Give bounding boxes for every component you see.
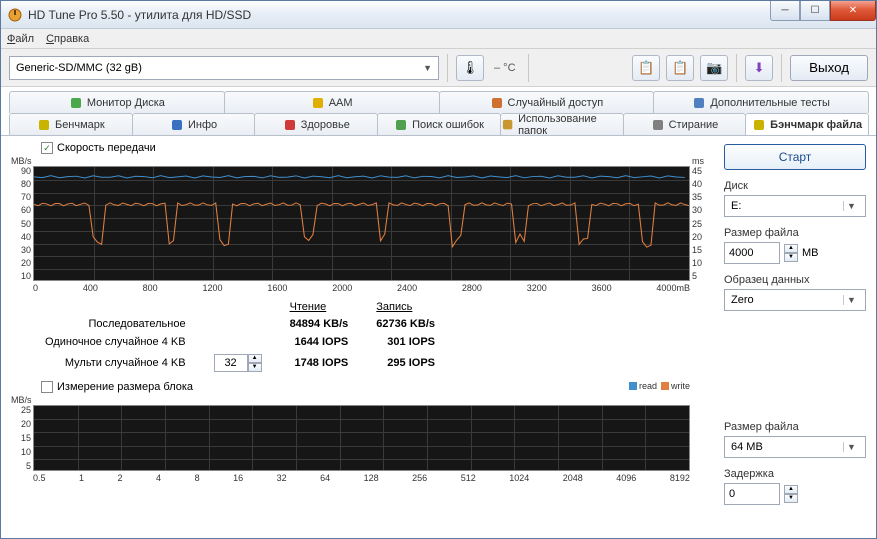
tab-дополнительные-тесты[interactable]: Дополнительные тесты	[653, 91, 869, 113]
tab-использование-папок[interactable]: Использование папок	[500, 113, 624, 135]
titlebar: HD Tune Pro 5.50 - утилита для HD/SSD ─ …	[1, 1, 876, 29]
temperature-label: – °C	[494, 62, 516, 74]
filesize-unit: MB	[802, 247, 819, 259]
camera-icon: 📷	[706, 60, 722, 76]
table-row: Одиночное случайное 4 KB1644 IOPS301 IOP…	[31, 333, 449, 351]
delay-label: Задержка	[724, 468, 866, 480]
app-icon	[7, 7, 23, 23]
copy2-button[interactable]: 📋	[666, 55, 694, 81]
right-panel: Старт Диск E: ▼ Размер файла ▲▼ MB Образ…	[724, 142, 866, 532]
tab-здоровье[interactable]: Здоровье	[254, 113, 378, 135]
copy-icon: 📋	[638, 60, 654, 76]
window-title: HD Tune Pro 5.50 - утилита для HD/SSD	[28, 8, 251, 22]
tab-icon	[37, 118, 51, 132]
filesize2-select[interactable]: 64 MB ▼	[724, 436, 866, 458]
spin-down[interactable]: ▼	[784, 494, 798, 503]
chart2-legend: readwrite	[629, 381, 690, 391]
spin-up[interactable]: ▲	[784, 485, 798, 494]
exit-button[interactable]: Выход	[790, 55, 868, 81]
col-write: Запись	[362, 299, 449, 315]
col-read: Чтение	[276, 299, 363, 315]
maximize-button[interactable]: ☐	[800, 1, 830, 21]
disk-select[interactable]: E: ▼	[724, 195, 866, 217]
tab-случайный-доступ[interactable]: Случайный доступ	[439, 91, 655, 113]
tab-aam[interactable]: AAM	[224, 91, 440, 113]
transfer-rate-label: Скорость передачи	[57, 142, 156, 154]
tab-инфо[interactable]: Инфо	[132, 113, 256, 135]
tab-icon	[501, 118, 514, 132]
tab-монитор-диска[interactable]: Монитор Диска	[9, 91, 225, 113]
y-right-unit: ms	[690, 156, 712, 166]
minimize-button[interactable]: ─	[770, 1, 800, 21]
tab-icon	[692, 96, 706, 110]
app-window: HD Tune Pro 5.50 - утилита для HD/SSD ─ …	[0, 0, 877, 539]
chevron-down-icon: ▼	[423, 63, 432, 73]
close-button[interactable]: ✕	[830, 1, 876, 21]
tab-бэнчмарк-файла[interactable]: Бэнчмарк файла	[745, 113, 869, 135]
tab-icon	[170, 118, 184, 132]
tab-icon	[651, 118, 665, 132]
menubar: Файл Справка	[1, 29, 876, 49]
chart2-x-axis: 0.512481632641282565121024204840968192	[33, 473, 690, 483]
pattern-label: Образец данных	[724, 274, 866, 286]
disk-label: Диск	[724, 180, 866, 192]
toolbar: Generic-SD/MMC (32 gB) ▼ 🌡 – °C 📋 📋 📷 ⬇ …	[1, 49, 876, 87]
tab-icon	[490, 96, 504, 110]
chevron-down-icon: ▼	[843, 295, 859, 305]
spin-down[interactable]: ▼	[784, 253, 798, 262]
copy-button[interactable]: 📋	[632, 55, 660, 81]
chart1	[33, 166, 690, 281]
drive-select-value: Generic-SD/MMC (32 gB)	[16, 62, 142, 74]
chevron-down-icon: ▼	[843, 442, 859, 452]
chevron-down-icon: ▼	[843, 201, 859, 211]
y2-left-unit: MB/s	[11, 395, 33, 405]
chart2-y-left: 252015105	[11, 405, 33, 471]
table-row: Последовательное84894 KB/s62736 KB/s	[31, 315, 449, 333]
menu-file[interactable]: Файл	[7, 33, 34, 45]
tab-стирание[interactable]: Стирание	[623, 113, 747, 135]
save-button[interactable]: ⬇	[745, 55, 773, 81]
drive-select[interactable]: Generic-SD/MMC (32 gB) ▼	[9, 56, 439, 80]
tab-icon	[394, 118, 408, 132]
tab-icon	[69, 96, 83, 110]
filesize-label: Размер файла	[724, 227, 866, 239]
chart1-x-axis: 040080012001600200024002800320036004000m…	[33, 283, 690, 293]
blocksize-label: Измерение размера блока	[57, 381, 193, 393]
multi-depth-input[interactable]	[214, 354, 248, 372]
delay-input[interactable]	[724, 483, 780, 505]
screenshot-button[interactable]: 📷	[700, 55, 728, 81]
chart1-y-right: 45403530252015105	[690, 166, 712, 281]
filesize-input[interactable]	[724, 242, 780, 264]
tab-поиск-ошибок[interactable]: Поиск ошибок	[377, 113, 501, 135]
filesize2-label: Размер файла	[724, 421, 866, 433]
tab-icon	[311, 96, 325, 110]
results-table: Чтение Запись Последовательное84894 KB/s…	[31, 299, 692, 375]
spin-up[interactable]: ▲	[784, 244, 798, 253]
chart2	[33, 405, 690, 471]
transfer-rate-checkbox[interactable]: ✓	[41, 142, 53, 154]
table-row: Мульти случайное 4 KB▲▼1748 IOPS295 IOPS	[31, 351, 449, 375]
content-area: ✓ Скорость передачи MB/s ms 908070605040…	[1, 135, 876, 538]
tab-icon	[283, 118, 297, 132]
tab-бенчмарк[interactable]: Бенчмарк	[9, 113, 133, 135]
y-left-unit: MB/s	[11, 156, 33, 166]
start-button[interactable]: Старт	[724, 144, 866, 170]
save-icon: ⬇	[754, 60, 765, 76]
tab-container: Монитор ДискаAAMСлучайный доступДополнит…	[1, 87, 876, 135]
thermometer-icon: 🌡	[462, 60, 479, 76]
copy-icon: 📋	[672, 60, 688, 76]
blocksize-checkbox[interactable]	[41, 381, 53, 393]
pattern-select[interactable]: Zero ▼	[724, 289, 866, 311]
temperature-button[interactable]: 🌡	[456, 55, 484, 81]
chart1-y-left: 908070605040302010	[11, 166, 33, 281]
menu-help[interactable]: Справка	[46, 33, 89, 45]
tab-icon	[752, 118, 766, 132]
